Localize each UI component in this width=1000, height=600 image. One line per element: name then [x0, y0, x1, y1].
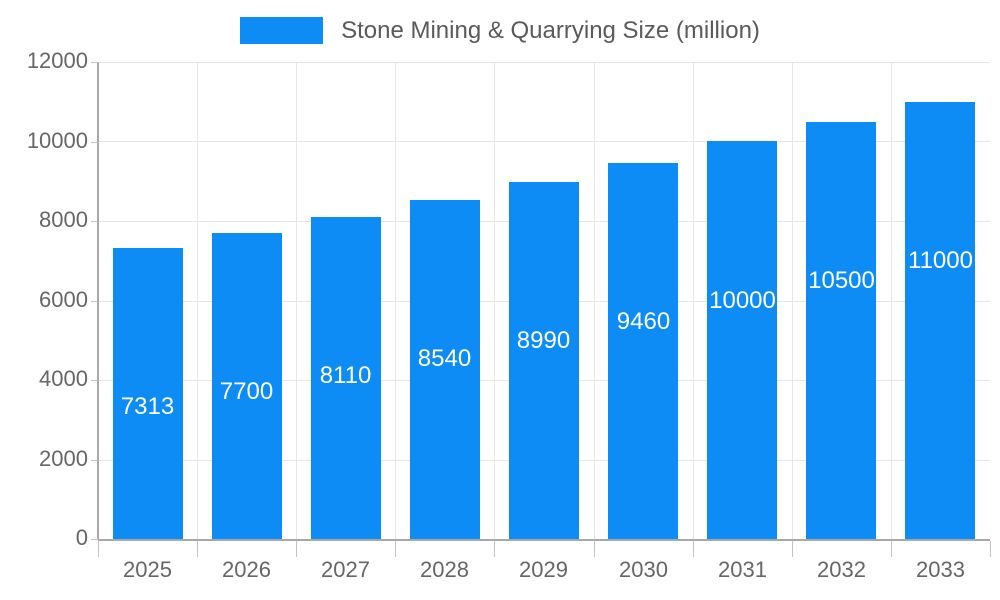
bar-2032[interactable]: [806, 122, 876, 539]
y-axis-tick: [91, 142, 98, 143]
chart-legend: Stone Mining & Quarrying Size (million): [0, 10, 1000, 50]
bar-2030[interactable]: [608, 163, 678, 539]
gridline-vertical: [296, 62, 297, 539]
bar-2031[interactable]: [707, 141, 777, 539]
gridline-vertical: [395, 62, 396, 539]
y-axis-line: [97, 62, 99, 540]
gridline-horizontal: [98, 141, 990, 142]
y-axis-tick: [91, 539, 98, 540]
plot-area: 7313 7700 8110 8540 8990 9460 10000 10500 11000: [98, 62, 990, 539]
y-axis-tick: [91, 460, 98, 461]
gridline-vertical: [197, 62, 198, 539]
x-axis-label-2032: 2032: [817, 557, 866, 582]
x-axis-label-2027: 2027: [321, 557, 370, 582]
y-axis-label: 12000: [26, 48, 88, 73]
x-axis-tick: [693, 541, 694, 557]
x-axis-tick: [395, 541, 396, 557]
x-axis-tick: [197, 541, 198, 557]
gridline-horizontal: [98, 62, 990, 63]
x-axis-label-2031: 2031: [718, 557, 767, 582]
y-axis-tick: [91, 380, 98, 381]
x-axis-label-2029: 2029: [519, 557, 568, 582]
gridline-vertical: [494, 62, 495, 539]
legend-item-stone-mining[interactable]: Stone Mining & Quarrying Size (million): [240, 16, 760, 44]
bar-2026[interactable]: [212, 233, 282, 539]
x-axis-label-2028: 2028: [420, 557, 469, 582]
x-axis-label-2025: 2025: [123, 557, 172, 582]
gridline-vertical: [594, 62, 595, 539]
x-axis-label-2026: 2026: [222, 557, 271, 582]
x-axis-tick: [98, 541, 99, 557]
legend-item-label: Stone Mining & Quarrying Size (million): [341, 16, 760, 44]
y-axis-label: 10000: [26, 128, 88, 153]
x-axis-label-2030: 2030: [619, 557, 668, 582]
y-axis-label: 0: [75, 525, 88, 550]
x-axis-tick: [891, 541, 892, 557]
x-axis-tick: [792, 541, 793, 557]
y-axis-label: 2000: [39, 446, 88, 471]
y-axis-tick: [91, 62, 98, 63]
gridline-vertical: [792, 62, 793, 539]
bar-2029[interactable]: [509, 182, 579, 539]
x-axis-tick: [494, 541, 495, 557]
bar-2027[interactable]: [311, 217, 381, 539]
x-axis-line: [98, 539, 990, 541]
bar-2025[interactable]: [113, 248, 183, 539]
x-axis-tick: [990, 541, 991, 557]
bar-2033[interactable]: [905, 102, 975, 539]
y-axis-tick: [91, 301, 98, 302]
x-axis-tick: [296, 541, 297, 557]
legend-color-swatch-icon: [240, 16, 324, 44]
y-axis-label: 6000: [39, 287, 88, 312]
y-axis-label: 4000: [39, 366, 88, 391]
gridline-vertical: [891, 62, 892, 539]
gridline-vertical: [693, 62, 694, 539]
y-axis-tick: [91, 221, 98, 222]
x-axis-label-2033: 2033: [916, 557, 965, 582]
y-axis-label: 8000: [39, 207, 88, 232]
bar-2028[interactable]: [410, 200, 480, 539]
x-axis-tick: [594, 541, 595, 557]
